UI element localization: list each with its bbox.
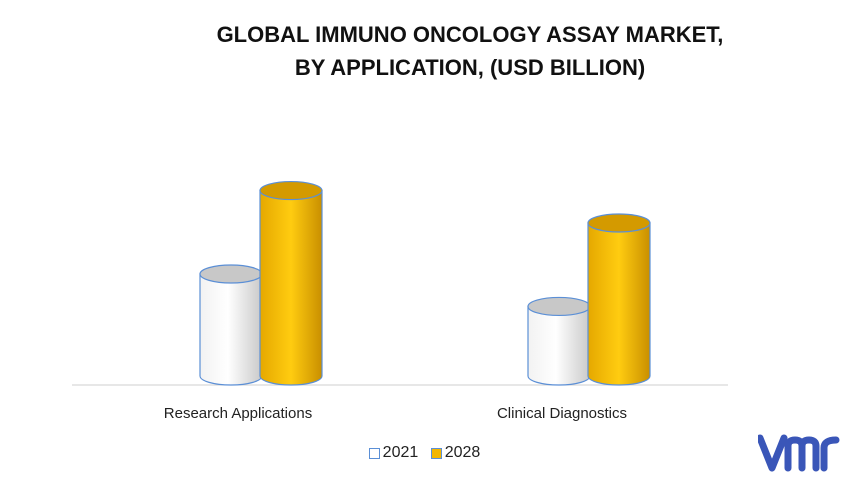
legend-item-2021: 2021 <box>368 444 419 462</box>
bar-2021-clinical-diagnostics <box>527 296 591 386</box>
chart-title: GLOBAL IMMUNO ONCOLOGY ASSAY MARKET, BY … <box>90 18 849 84</box>
legend-swatch-2021 <box>368 447 380 459</box>
legend-label-2021: 2021 <box>382 444 419 461</box>
legend-swatch-2028 <box>430 447 442 459</box>
legend: 2021 2028 <box>0 444 849 464</box>
legend-label-2028: 2028 <box>444 444 481 461</box>
title-line-2: BY APPLICATION, (USD BILLION) <box>294 55 646 80</box>
title-line-1: GLOBAL IMMUNO ONCOLOGY ASSAY MARKET, <box>216 22 724 47</box>
category-label-research-applications: Research Applications <box>164 405 312 422</box>
bar-2021-research-applications <box>199 264 263 386</box>
vmr-logo <box>758 434 840 472</box>
bar-2028-clinical-diagnostics <box>587 213 651 386</box>
legend-item-2028: 2028 <box>430 444 481 462</box>
bar-2028-research-applications <box>259 180 323 386</box>
category-label-clinical-diagnostics: Clinical Diagnostics <box>497 405 627 422</box>
